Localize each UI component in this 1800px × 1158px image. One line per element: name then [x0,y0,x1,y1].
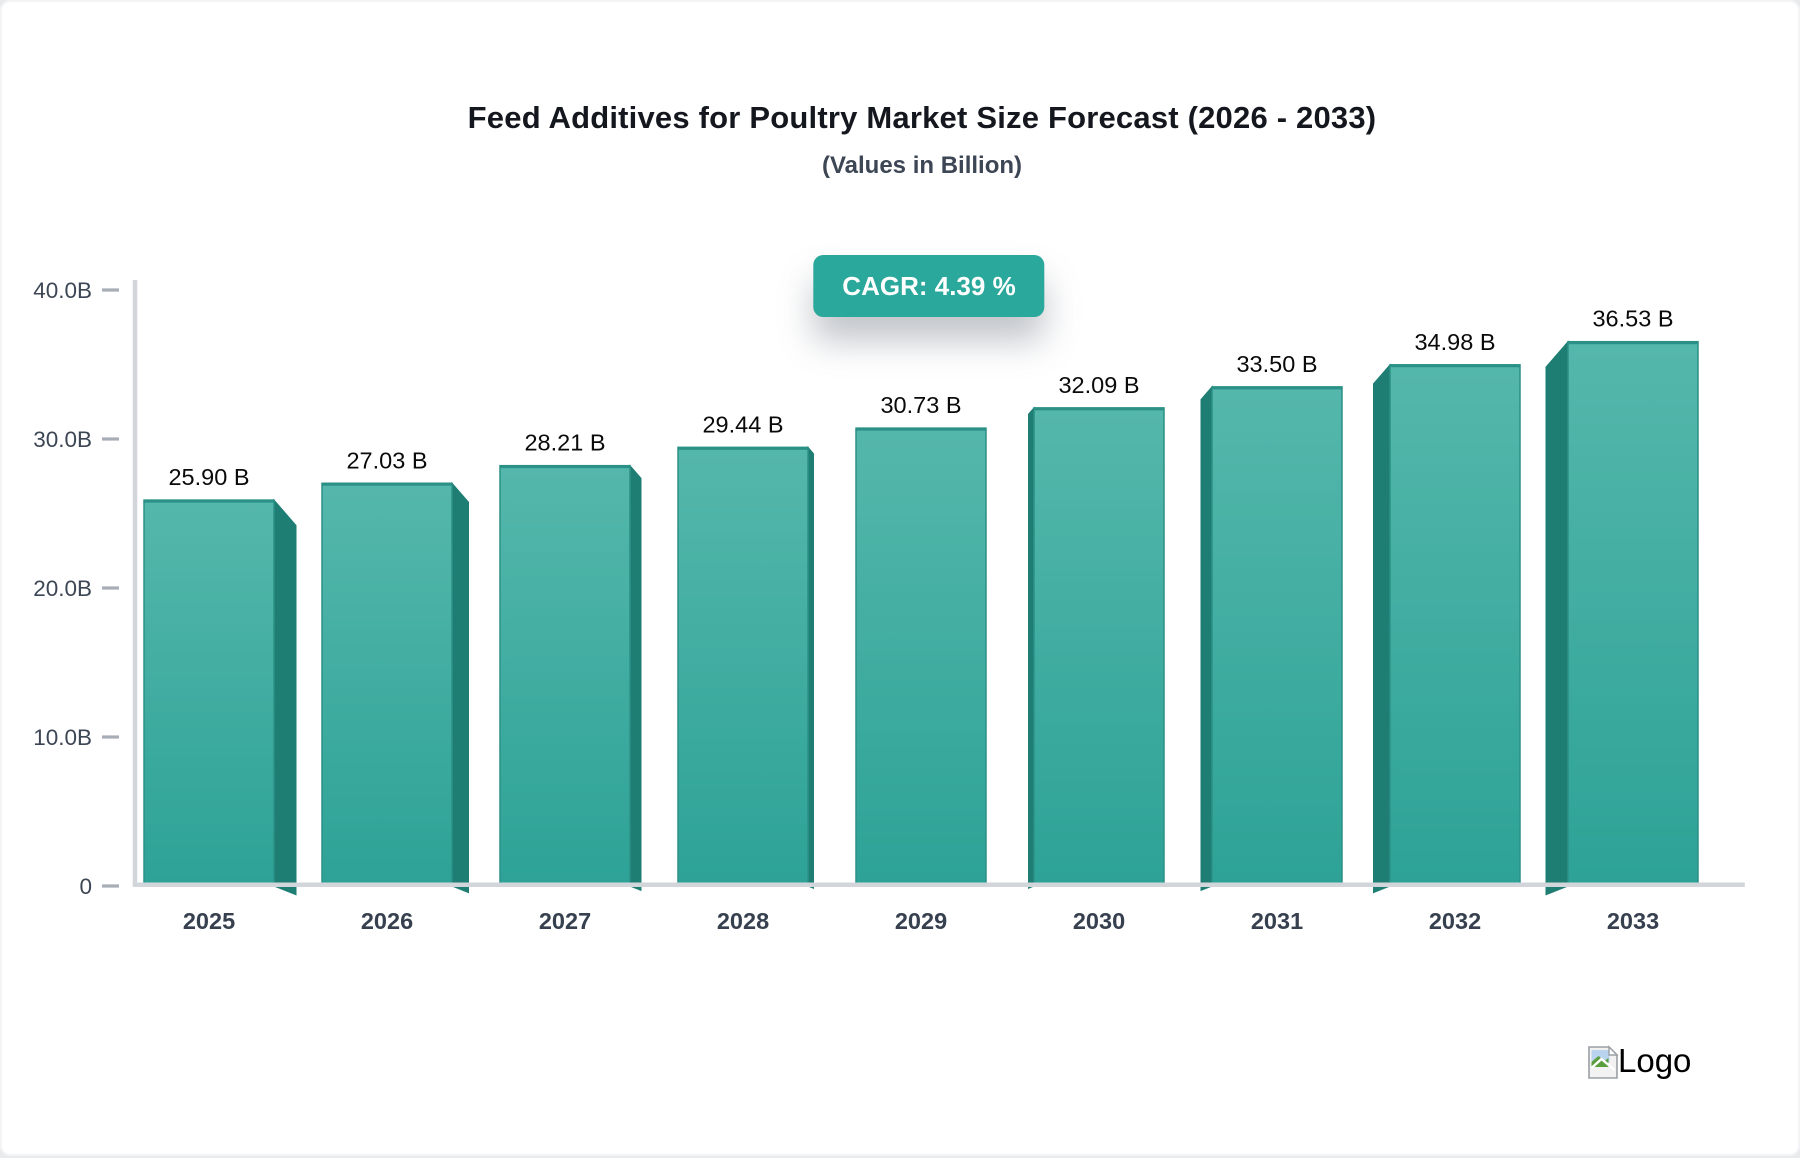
bar-value-label: 34.98 B [1414,329,1495,355]
bar-2031[interactable] [1211,386,1343,887]
bar-value-label: 29.44 B [702,411,783,437]
bar-value-label: 28.21 B [524,430,605,456]
x-axis-label-2033: 2033 [1607,908,1659,934]
chart-header: Feed Additives for Poultry Market Size F… [46,2,1798,180]
x-axis-label-2025: 2025 [183,908,235,934]
bar-value-label: 32.09 B [1058,372,1139,398]
y-axis-tick [102,735,119,739]
bar-value-label: 36.53 B [1592,306,1673,332]
bar-side-face [629,464,642,892]
bar-side-face [1373,363,1391,894]
y-axis-tick-label: 20.0B [33,576,92,601]
bar-value-label: 25.90 B [168,464,249,490]
labels-layer: 25.90 B 2025 27.03 B 2026 28.21 B 2027 29.44 B… [33,278,1673,934]
bar-2029[interactable] [855,427,987,887]
x-axis-label-2030: 2030 [1073,908,1125,934]
bar-2033[interactable] [1567,340,1699,887]
x-axis-label-2026: 2026 [361,908,413,934]
axis-layer [102,280,1745,888]
y-axis-tick-label: 30.0B [33,427,92,452]
x-axis-label-2031: 2031 [1251,908,1303,934]
y-axis-tick-label: 10.0B [33,725,92,750]
bar-side-face [807,446,814,889]
cagr-badge: CAGR: 4.39 % [813,255,1045,317]
bar-side-face [273,498,297,896]
x-axis-label-2028: 2028 [717,908,769,934]
bar-side-face [1545,340,1569,896]
bar-2026[interactable] [321,482,453,887]
logo-alt-text: Logo [1618,1042,1692,1079]
chart-title: Feed Additives for Poultry Market Size F… [467,100,1377,135]
y-axis-tick [102,288,119,292]
bar-2025[interactable] [143,499,275,887]
y-axis-tick [102,437,119,441]
x-axis-label-2029: 2029 [895,908,947,934]
bar-side-face [451,481,469,894]
logo-placeholder[interactable]: Logo [1587,1042,1691,1090]
bar-value-label: 27.03 B [346,447,427,473]
chart-subtitle: (Values in Billion) [821,152,1023,179]
y-axis-tick-label: 40.0B [33,278,92,303]
bar-value-label: 30.73 B [880,392,961,418]
bar-value-label: 33.50 B [1236,351,1317,377]
y-axis-tick [102,884,119,888]
x-axis-label-2027: 2027 [539,908,591,934]
bar-side-face [1200,385,1213,892]
y-axis-tick [102,586,119,590]
x-axis-line [132,882,1745,887]
bar-side-face [1028,406,1035,889]
x-axis-label-2032: 2032 [1429,908,1481,934]
bar-2030[interactable] [1033,407,1165,887]
bars-layer [143,340,1699,896]
bar-2032[interactable] [1389,364,1521,887]
y-axis-line [132,280,138,886]
y-axis-tick-label: 0 [79,874,92,899]
broken-image-icon [1588,1045,1619,1079]
bar-2027[interactable] [499,464,631,887]
bar-2028[interactable] [677,446,809,887]
